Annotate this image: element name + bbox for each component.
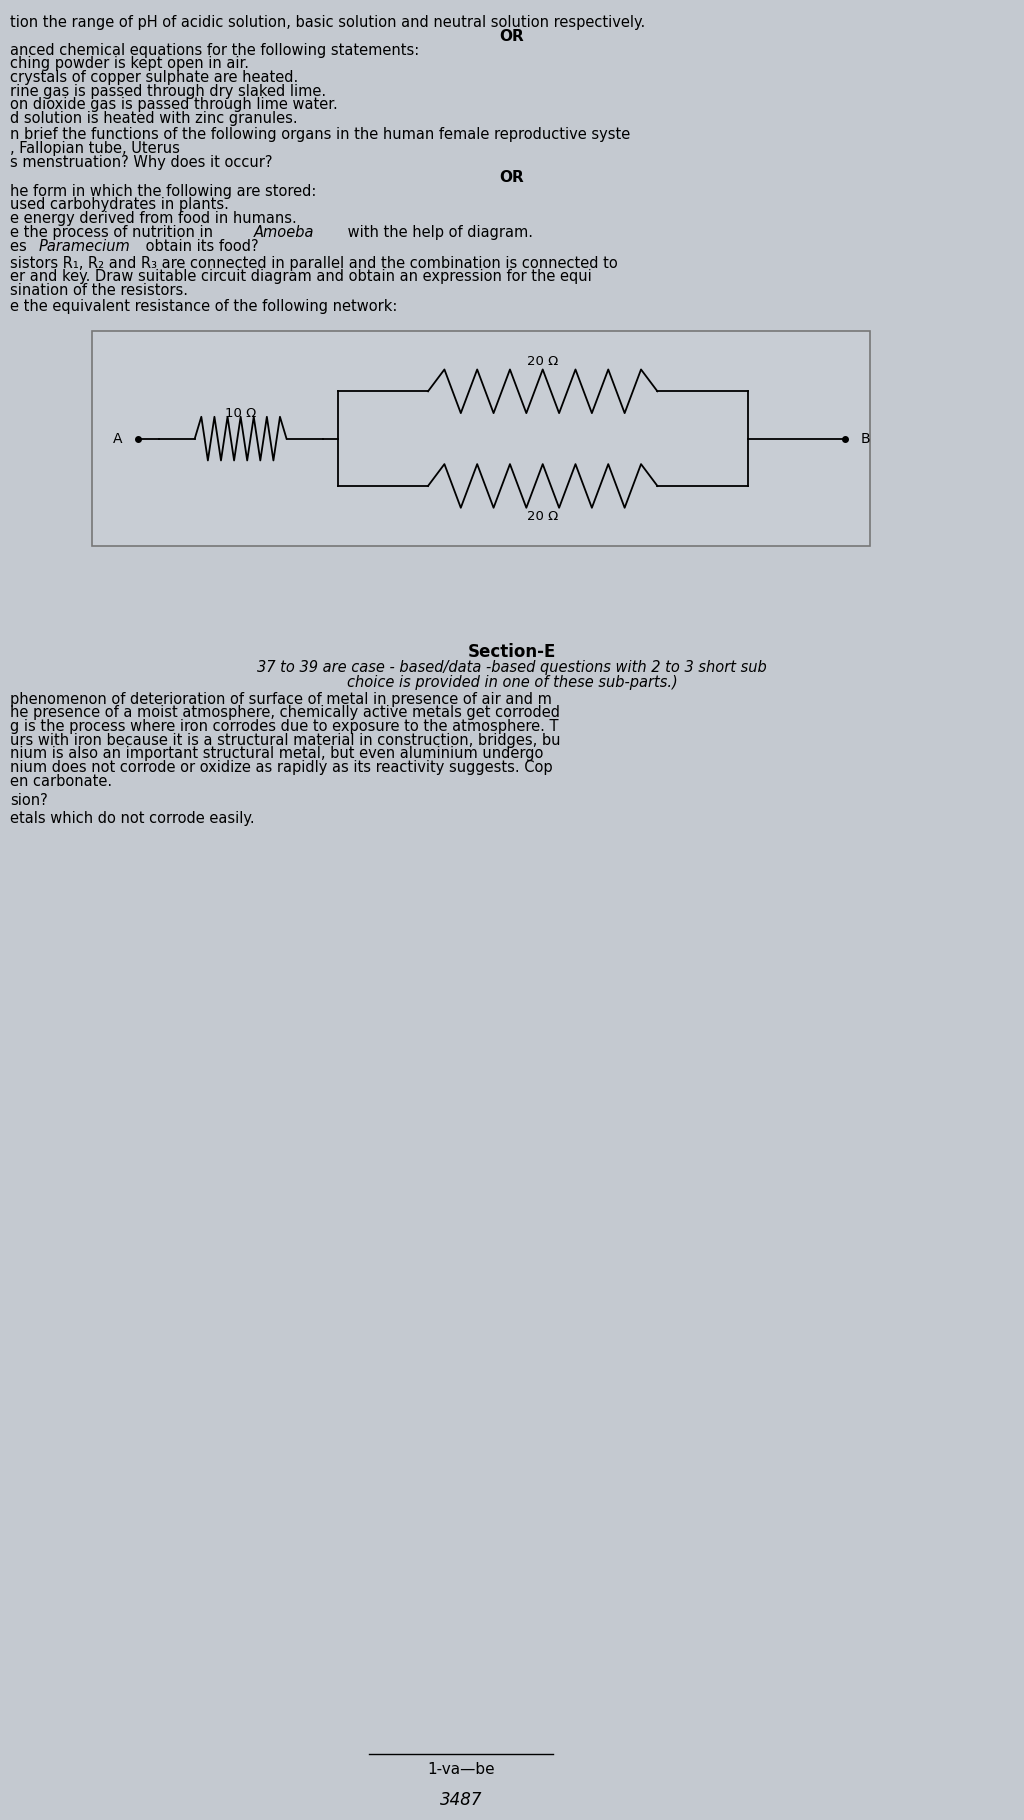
Text: 10 Ω: 10 Ω [225,408,256,420]
Text: Amoeba: Amoeba [254,226,314,240]
Text: Paramecium: Paramecium [39,238,131,255]
Text: urs with iron because it is a structural material in construction, bridges, bu: urs with iron because it is a structural… [10,732,561,748]
Text: g is the process where iron corrodes due to exposure to the atmosphere. T: g is the process where iron corrodes due… [10,719,559,733]
Text: etals which do not corrode easily.: etals which do not corrode easily. [10,812,255,826]
Text: crystals of copper sulphate are heated.: crystals of copper sulphate are heated. [10,69,298,86]
Text: sion?: sion? [10,794,48,808]
Text: obtain its food?: obtain its food? [141,238,259,255]
Text: used carbohydrates in plants.: used carbohydrates in plants. [10,198,229,213]
Text: 37 to 39 are case - based/data -based questions with 2 to 3 short sub: 37 to 39 are case - based/data -based qu… [257,661,767,675]
FancyBboxPatch shape [92,331,870,546]
Text: anced chemical equations for the following statements:: anced chemical equations for the followi… [10,42,420,58]
Text: OR: OR [500,29,524,44]
Text: s menstruation? Why does it occur?: s menstruation? Why does it occur? [10,155,272,169]
Text: Section-E: Section-E [468,644,556,661]
Text: he form in which the following are stored:: he form in which the following are store… [10,184,316,198]
Text: er and key. Draw suitable circuit diagram and obtain an expression for the equi: er and key. Draw suitable circuit diagra… [10,269,592,284]
Text: 3487: 3487 [439,1791,482,1809]
Text: OR: OR [500,171,524,186]
Text: nium is also an important structural metal, but even aluminium undergo: nium is also an important structural met… [10,746,544,761]
Text: n brief the functions of the following organs in the human female reproductive s: n brief the functions of the following o… [10,127,631,142]
Text: phenomenon of deterioration of surface of metal in presence of air and m: phenomenon of deterioration of surface o… [10,692,552,706]
Text: en carbonate.: en carbonate. [10,774,113,788]
Text: 1-va—be: 1-va—be [427,1762,495,1776]
Text: , Fallopian tube, Uterus: , Fallopian tube, Uterus [10,142,180,157]
Text: tion the range of pH of acidic solution, basic solution and neutral solution res: tion the range of pH of acidic solution,… [10,15,645,29]
Text: with the help of diagram.: with the help of diagram. [343,226,534,240]
Text: ching powder is kept open in air.: ching powder is kept open in air. [10,56,249,71]
Text: B: B [860,431,869,446]
Text: d solution is heated with zinc granules.: d solution is heated with zinc granules. [10,111,298,126]
Text: e the process of nutrition in: e the process of nutrition in [10,226,218,240]
Text: A: A [114,431,123,446]
Text: sistors R₁, R₂ and R₃ are connected in parallel and the combination is connected: sistors R₁, R₂ and R₃ are connected in p… [10,257,618,271]
Text: e energy derived from food in humans.: e energy derived from food in humans. [10,211,297,226]
Text: rine gas is passed through dry slaked lime.: rine gas is passed through dry slaked li… [10,84,327,98]
Text: 20 Ω: 20 Ω [527,510,558,522]
Text: sination of the resistors.: sination of the resistors. [10,282,188,298]
Text: nium does not corrode or oxidize as rapidly as its reactivity suggests. Cop: nium does not corrode or oxidize as rapi… [10,761,553,775]
Text: 20 Ω: 20 Ω [527,355,558,368]
Text: e the equivalent resistance of the following network:: e the equivalent resistance of the follo… [10,298,397,315]
Text: es: es [10,238,32,255]
Text: he presence of a moist atmosphere, chemically active metals get corroded: he presence of a moist atmosphere, chemi… [10,704,560,721]
Text: on dioxide gas is passed through lime water.: on dioxide gas is passed through lime wa… [10,96,338,113]
Text: choice is provided in one of these sub-parts.): choice is provided in one of these sub-p… [347,675,677,690]
